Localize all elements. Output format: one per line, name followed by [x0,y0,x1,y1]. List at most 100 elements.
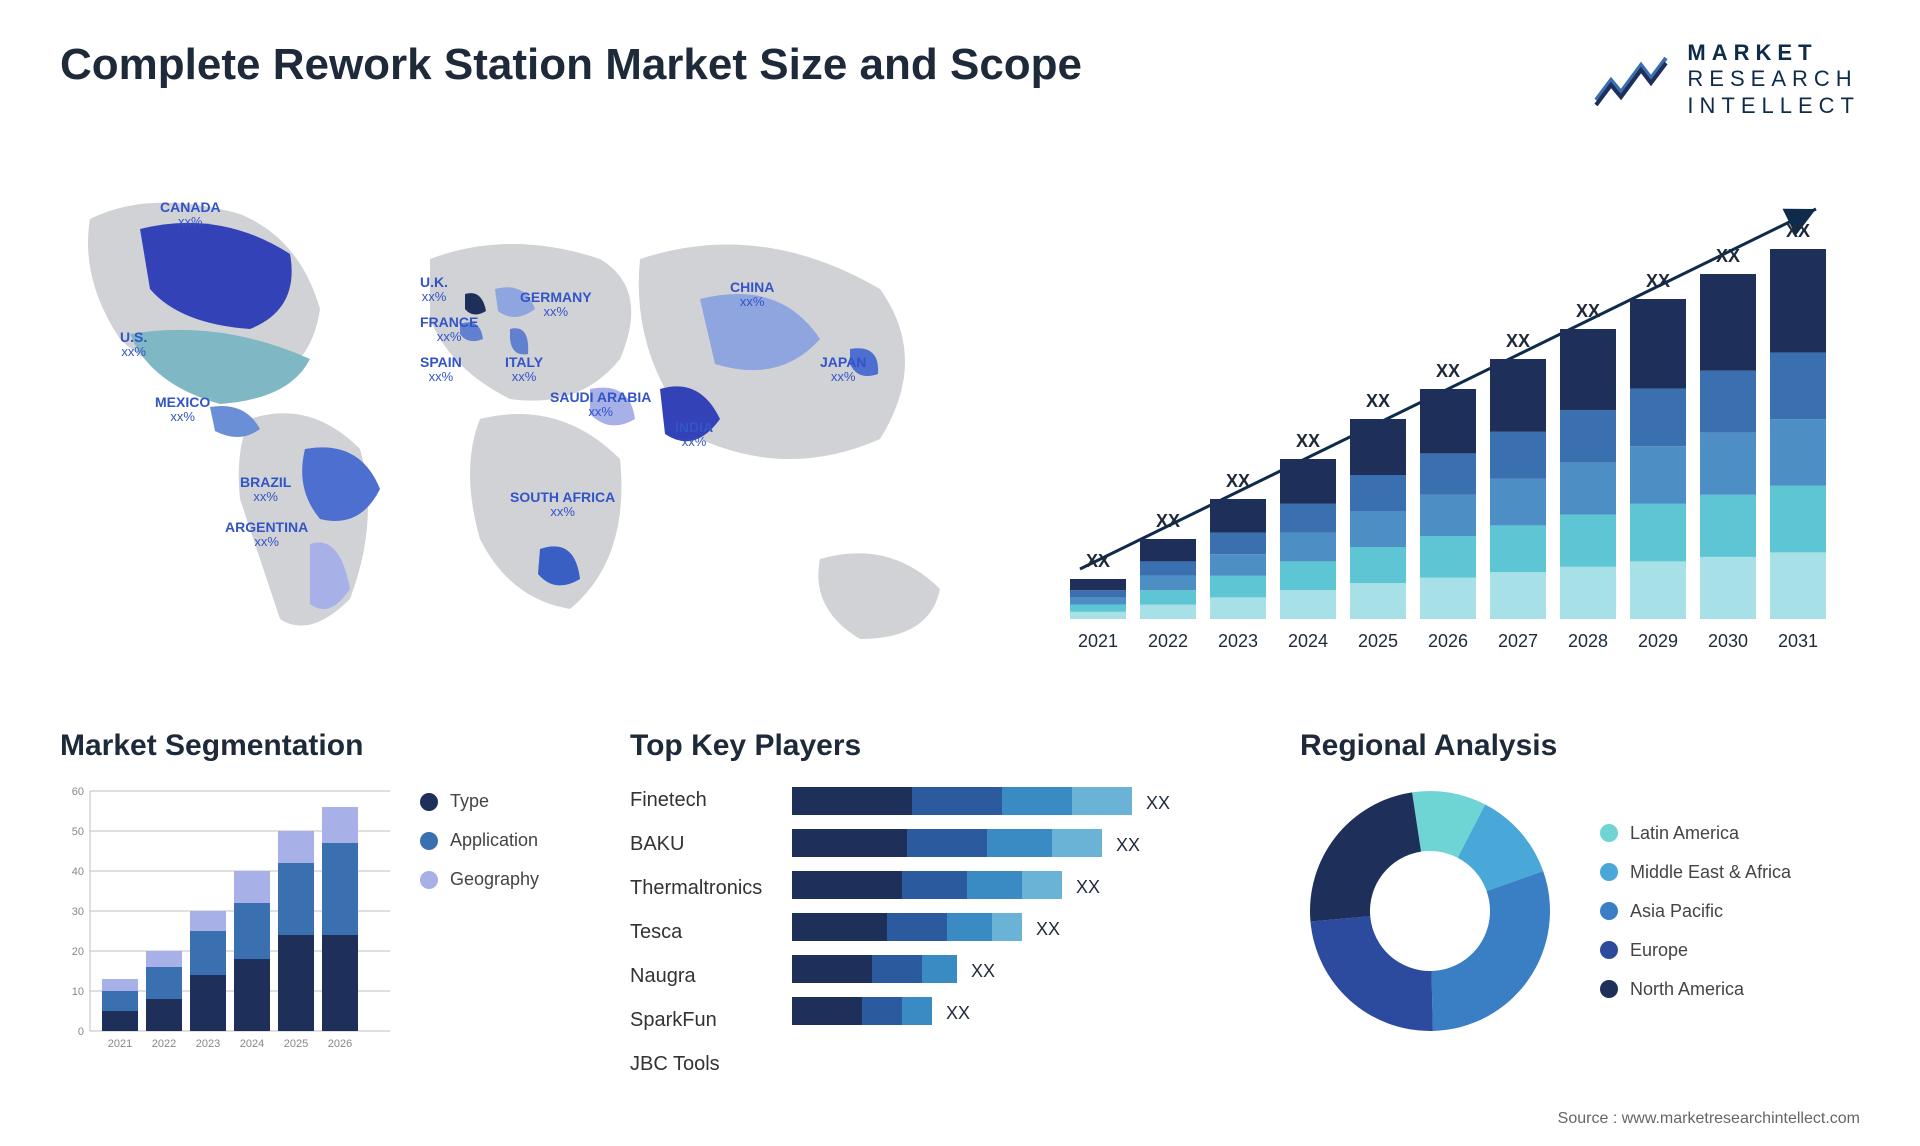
player-name-list: Finetech BAKU Thermaltronics Tesca Naugra Spa… [630,781,762,1083]
svg-text:XX: XX [1646,271,1670,291]
map-label: CHINAxx% [730,279,774,310]
svg-text:XX: XX [1366,391,1390,411]
logo-text-1: MARKET [1687,40,1860,66]
svg-text:XX: XX [1116,835,1140,855]
legend-swatch [1600,863,1618,881]
svg-text:2022: 2022 [1148,631,1188,651]
svg-text:2023: 2023 [1218,631,1258,651]
svg-text:2029: 2029 [1638,631,1678,651]
svg-text:XX: XX [1156,511,1180,531]
svg-text:2021: 2021 [1078,631,1118,651]
svg-text:50: 50 [72,826,84,838]
svg-text:2027: 2027 [1498,631,1538,651]
map-label: ARGENTINAxx% [225,519,308,550]
legend-label: North America [1630,979,1744,1000]
legend-label: Latin America [1630,823,1739,844]
map-label: U.S.xx% [120,329,147,360]
legend-label: Type [450,791,489,812]
svg-text:10: 10 [72,986,84,998]
svg-text:XX: XX [971,961,995,981]
svg-text:2026: 2026 [328,1038,352,1050]
legend-swatch [420,832,438,850]
svg-text:30: 30 [72,906,84,918]
svg-text:XX: XX [1146,793,1170,813]
svg-text:2024: 2024 [1288,631,1328,651]
player-name: JBC Tools [630,1045,762,1083]
map-label: U.K.xx% [420,274,448,305]
players-panel: Top Key Players Finetech BAKU Thermaltroni… [630,729,1250,1083]
svg-text:2022: 2022 [152,1038,176,1050]
legend-label: Middle East & Africa [1630,862,1791,883]
source-text: Source : www.marketresearchintellect.com [1558,1110,1860,1128]
svg-text:2025: 2025 [1358,631,1398,651]
svg-text:XX: XX [1716,246,1740,266]
regional-title: Regional Analysis [1300,729,1860,763]
svg-text:XX: XX [1296,431,1320,451]
legend-label: Asia Pacific [1630,901,1723,922]
map-label: MEXICOxx% [155,394,210,425]
svg-text:2025: 2025 [284,1038,308,1050]
svg-text:2021: 2021 [108,1038,132,1050]
players-chart: XX XX XX XX XX XX [792,781,1212,1081]
growth-svg: XX 2021 XX 2022 XX 2023 XX 2024 XX 2025 XX 2026 XX 20… [1040,179,1860,679]
logo-text-2: RESEARCH [1687,66,1860,92]
svg-text:XX: XX [1086,551,1110,571]
world-map: CANADAxx% U.S.xx% MEXICOxx% BRAZILxx% ARGENT… [60,159,980,679]
legend-item: Type [420,791,539,812]
map-label: SAUDI ARABIAxx% [550,389,651,420]
legend-item: Application [420,830,539,851]
svg-text:XX: XX [1436,361,1460,381]
svg-text:20: 20 [72,946,84,958]
player-name: Thermaltronics [630,869,762,907]
segmentation-title: Market Segmentation [60,729,580,763]
map-label: ITALYxx% [505,354,543,385]
map-label: SOUTH AFRICAxx% [510,489,615,520]
segmentation-chart: 0 10 20 30 40 50 60 2021 2022 2023 2024 2025 2026 [60,781,390,1061]
map-label: CANADAxx% [160,199,221,230]
svg-text:60: 60 [72,786,84,798]
page-title: Complete Rework Station Market Size and … [60,40,1082,90]
map-label: INDIAxx% [675,419,713,450]
svg-text:XX: XX [1076,877,1100,897]
svg-text:2023: 2023 [196,1038,220,1050]
svg-text:2028: 2028 [1568,631,1608,651]
svg-text:40: 40 [72,866,84,878]
legend-swatch [1600,980,1618,998]
segmentation-panel: Market Segmentation 0 10 20 30 40 50 60 2021 202… [60,729,580,1083]
player-name: SparkFun [630,1001,762,1039]
legend-item: Latin America [1600,823,1791,844]
legend-swatch [420,871,438,889]
svg-text:XX: XX [946,1003,970,1023]
svg-text:XX: XX [1506,331,1530,351]
logo: MARKET RESEARCH INTELLECT [1591,40,1860,119]
map-label: SPAINxx% [420,354,462,385]
legend-swatch [1600,824,1618,842]
logo-text-3: INTELLECT [1687,93,1860,119]
player-name: BAKU [630,825,762,863]
players-title: Top Key Players [630,729,1250,763]
legend-label: Application [450,830,538,851]
map-label: JAPANxx% [820,354,866,385]
growth-chart: XX 2021 XX 2022 XX 2023 XX 2024 XX 2025 XX 2026 XX 20… [1040,159,1860,679]
legend-label: Europe [1630,940,1688,961]
map-label: FRANCExx% [420,314,478,345]
svg-text:XX: XX [1786,221,1810,241]
svg-text:XX: XX [1576,301,1600,321]
svg-text:2024: 2024 [240,1038,264,1050]
legend-item: Geography [420,869,539,890]
legend-item: Europe [1600,940,1791,961]
player-name: Finetech [630,781,762,819]
svg-text:2031: 2031 [1778,631,1818,651]
svg-text:0: 0 [78,1026,84,1038]
map-label: BRAZILxx% [240,474,291,505]
player-name: Tesca [630,913,762,951]
segmentation-legend: Type Application Geography [420,791,539,890]
map-label: GERMANYxx% [520,289,592,320]
svg-text:2026: 2026 [1428,631,1468,651]
legend-label: Geography [450,869,539,890]
svg-text:XX: XX [1036,919,1060,939]
svg-text:2030: 2030 [1708,631,1748,651]
player-name: Naugra [630,957,762,995]
regional-legend: Latin America Middle East & Africa Asia Pa… [1600,823,1791,1000]
regional-donut [1300,781,1560,1041]
